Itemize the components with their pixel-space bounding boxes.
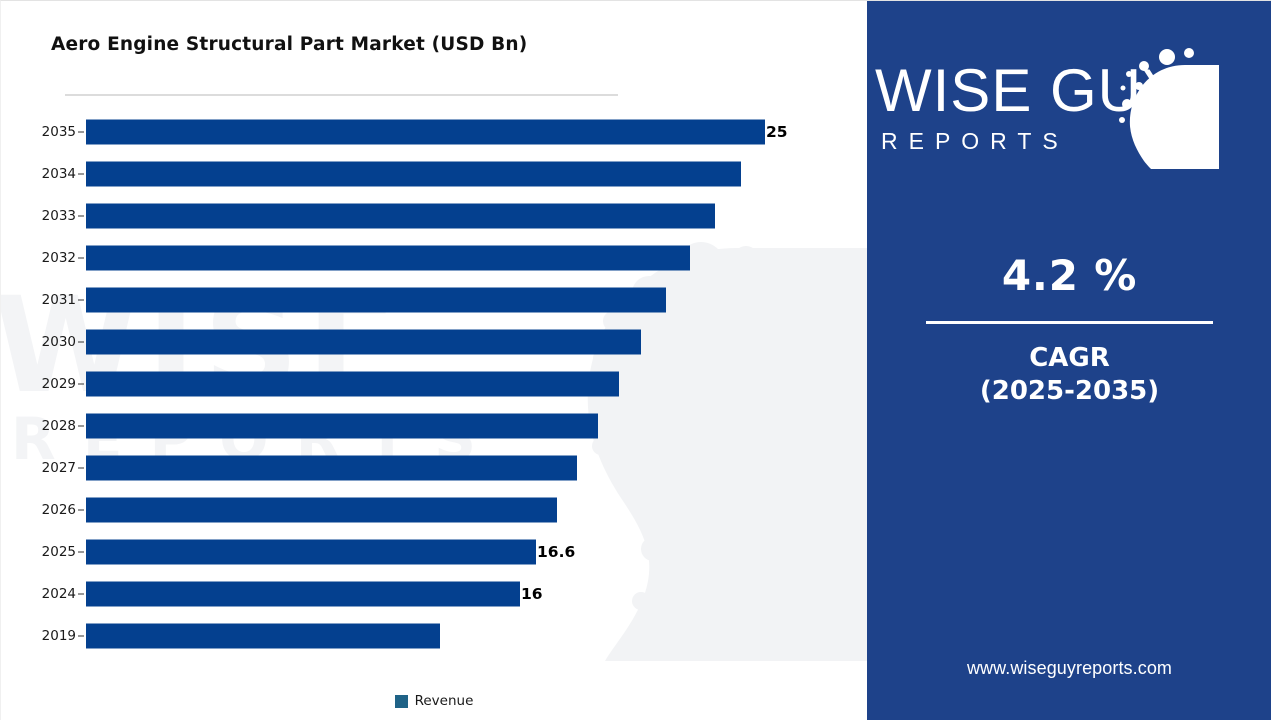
bar-category-label: 2032	[41, 250, 76, 266]
bar-row: 2027	[1, 447, 867, 489]
axis-tick	[78, 551, 84, 553]
bar[interactable]	[86, 245, 690, 271]
cagr-divider	[926, 321, 1213, 325]
website-url: www.wiseguyreports.com	[966, 658, 1173, 678]
bar-category-cell: 2028	[1, 405, 76, 447]
bar-track	[86, 279, 867, 321]
bar-category-cell: 2024	[1, 573, 76, 615]
axis-tick	[78, 593, 84, 595]
bar-category-label: 2027	[41, 460, 76, 476]
axis-tick	[78, 509, 84, 511]
bar-row: 2030	[1, 321, 867, 363]
wiseguy-logo-icon: WISE GUY REPORTS	[875, 48, 1219, 169]
bar-category-cell: 2029	[1, 363, 76, 405]
bar-track	[86, 363, 867, 405]
cagr-caption-period: (2025-2035)	[979, 375, 1160, 406]
bar-category-label: 2025	[41, 544, 76, 560]
svg-text:REPORTS: REPORTS	[881, 128, 1069, 154]
bar[interactable]	[86, 455, 577, 481]
bar-row: 2031	[1, 279, 867, 321]
bar-category-cell: 2031	[1, 279, 76, 321]
bar-track	[86, 321, 867, 363]
legend-label-revenue: Revenue	[414, 693, 474, 709]
bar-row: 2028	[1, 405, 867, 447]
bar-category-cell: 2035	[1, 111, 76, 153]
bar-category-cell: 2030	[1, 321, 76, 363]
bar[interactable]	[86, 539, 536, 565]
axis-tick	[78, 173, 84, 175]
bar-category-label: 2030	[41, 334, 76, 350]
bar[interactable]	[86, 413, 598, 439]
legend-swatch-revenue	[394, 694, 408, 708]
bar-row: 2025 16.6	[1, 531, 867, 573]
bar-row: 2033	[1, 195, 867, 237]
bar-track: 25	[86, 111, 867, 153]
bar[interactable]	[86, 329, 641, 355]
axis-tick	[78, 341, 84, 343]
bar-value-label: 16.6	[537, 543, 576, 561]
bar[interactable]	[86, 161, 741, 187]
bar-track	[86, 405, 867, 447]
bar-track	[86, 237, 867, 279]
bar-category-cell: 2033	[1, 195, 76, 237]
bar-track	[86, 615, 867, 657]
axis-tick	[78, 635, 84, 637]
bar-value-label: 25	[766, 123, 788, 141]
axis-tick	[78, 383, 84, 385]
bar-category-cell: 2034	[1, 153, 76, 195]
chart-panel: WISE R E P O R T S	[1, 1, 867, 720]
bar-category-label: 2033	[41, 208, 76, 224]
bar-track	[86, 153, 867, 195]
bar[interactable]	[86, 581, 520, 607]
bar[interactable]	[86, 287, 666, 313]
bar-category-label: 2029	[41, 376, 76, 392]
bar-track	[86, 489, 867, 531]
bar-row: 2024 16	[1, 573, 867, 615]
bar-track: 16.6	[86, 531, 867, 573]
bar[interactable]	[86, 119, 765, 145]
bar-category-cell: 2026	[1, 489, 76, 531]
bar-row: 2035 25	[1, 111, 867, 153]
bar-category-label: 2019	[41, 628, 76, 644]
bar-category-label: 2034	[41, 166, 76, 182]
axis-tick	[78, 215, 84, 217]
chart-legend: Revenue	[1, 693, 867, 709]
bar-category-cell: 2025	[1, 531, 76, 573]
bar-category-label: 2031	[41, 292, 76, 308]
bar-value-label: 16	[521, 585, 543, 603]
bar-category-label: 2026	[41, 502, 76, 518]
bar-category-cell: 2032	[1, 237, 76, 279]
bar-row: 2019	[1, 615, 867, 657]
title-divider	[65, 94, 618, 96]
wiseguy-logo: WISE GUY REPORTS	[867, 39, 1271, 169]
bar-track	[86, 447, 867, 489]
bar[interactable]	[86, 203, 715, 229]
bar-row: 2029	[1, 363, 867, 405]
axis-tick	[78, 257, 84, 259]
cagr-caption-label: CAGR	[1029, 343, 1110, 374]
bar-row: 2032	[1, 237, 867, 279]
bar-category-label: 2035	[41, 124, 76, 140]
axis-tick	[78, 131, 84, 133]
cagr-block: 4.2 % CAGR (2025-2035)	[867, 251, 1271, 407]
bar[interactable]	[86, 623, 440, 649]
bar-row: 2034	[1, 153, 867, 195]
bar-category-label: 2028	[41, 418, 76, 434]
bar[interactable]	[86, 371, 619, 397]
bar-track: 16	[86, 573, 867, 615]
bar-row: 2026	[1, 489, 867, 531]
bar-track	[86, 195, 867, 237]
bar[interactable]	[86, 497, 557, 523]
bar-chart-plot: 2035 25 2034 2033 2032 2031 2030 2029 2028 2027 20…	[1, 111, 867, 656]
axis-tick	[78, 467, 84, 469]
bar-category-cell: 2027	[1, 447, 76, 489]
axis-tick	[78, 299, 84, 301]
cagr-value: 4.2 %	[1001, 251, 1138, 300]
chart-title: Aero Engine Structural Part Market (USD …	[51, 34, 528, 55]
bar-category-label: 2024	[41, 586, 76, 602]
brand-panel: WISE GUY REPORTS	[867, 1, 1271, 720]
axis-tick	[78, 425, 84, 427]
bar-category-cell: 2019	[1, 615, 76, 657]
